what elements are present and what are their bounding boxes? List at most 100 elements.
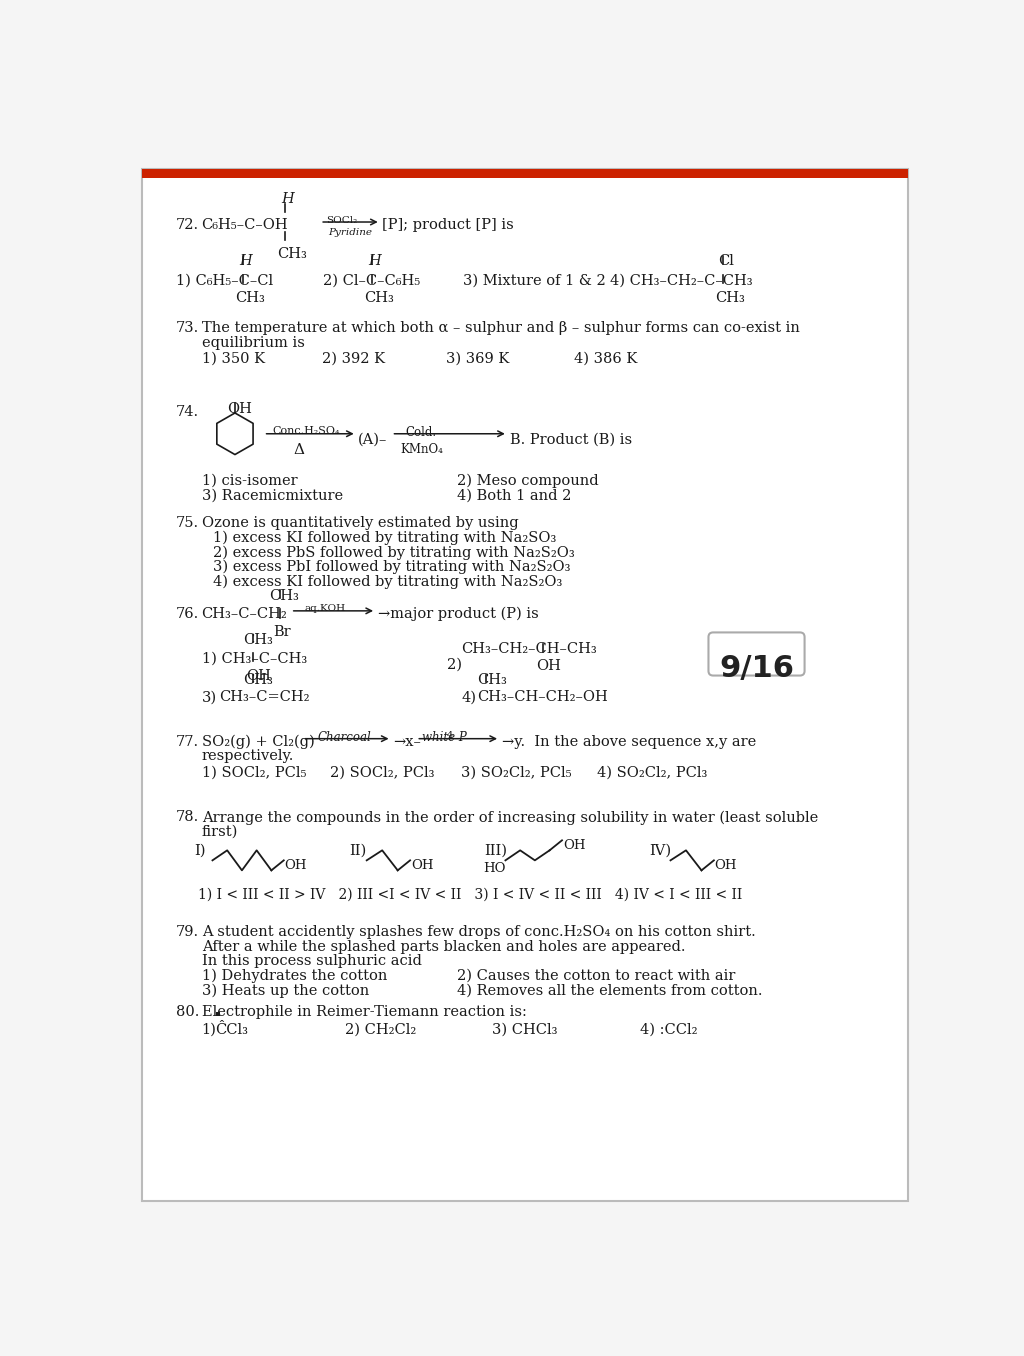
Text: II): II) <box>349 843 367 857</box>
Text: Arrange the compounds in the order of increasing solubility in water (least solu: Arrange the compounds in the order of in… <box>202 811 818 824</box>
Text: HO: HO <box>483 862 506 875</box>
Text: 4) 386 K: 4) 386 K <box>573 353 637 366</box>
Text: CH₃–C=CH₂: CH₃–C=CH₂ <box>219 690 309 704</box>
Text: equilibrium is: equilibrium is <box>202 336 304 350</box>
Text: I): I) <box>194 843 206 857</box>
Text: 2) excess PbS followed by titrating with Na₂S₂O₃: 2) excess PbS followed by titrating with… <box>213 545 575 560</box>
Text: C₆H₅–C–OH: C₆H₅–C–OH <box>202 218 288 232</box>
Text: 4) CH₃–CH₂–C–CH₃: 4) CH₃–CH₂–C–CH₃ <box>610 274 753 287</box>
Text: Ozone is quantitatively estimated by using: Ozone is quantitatively estimated by usi… <box>202 517 518 530</box>
Text: CH₃: CH₃ <box>243 673 272 687</box>
Text: →major product (P) is: →major product (P) is <box>378 607 539 621</box>
Text: 4: 4 <box>446 731 453 740</box>
Text: 2) 392 K: 2) 392 K <box>322 353 385 366</box>
Text: [P]; product [P] is: [P]; product [P] is <box>382 218 514 232</box>
Text: Δ: Δ <box>294 443 305 457</box>
Text: H: H <box>239 255 252 268</box>
Text: 4): 4) <box>461 690 476 704</box>
Text: 2) Causes the cotton to react with air: 2) Causes the cotton to react with air <box>458 970 736 983</box>
Text: first): first) <box>202 824 238 839</box>
Text: 3) excess PbI followed by titrating with Na₂S₂O₃: 3) excess PbI followed by titrating with… <box>213 560 570 575</box>
Text: Charcoal: Charcoal <box>317 731 372 744</box>
Text: 2) SOCl₂, PCl₃: 2) SOCl₂, PCl₃ <box>330 766 434 780</box>
Text: 3) Mixture of 1 & 2: 3) Mixture of 1 & 2 <box>463 274 605 287</box>
Bar <box>216 1012 220 1016</box>
Text: 1) Dehydrates the cotton: 1) Dehydrates the cotton <box>202 970 387 983</box>
Text: 80.: 80. <box>176 1005 200 1020</box>
Text: 1) 350 K: 1) 350 K <box>202 353 265 366</box>
Text: 4) :CCl₂: 4) :CCl₂ <box>640 1022 697 1037</box>
Text: 3): 3) <box>202 690 217 704</box>
Bar <box>142 170 907 178</box>
Text: Conc.H₂SO₄: Conc.H₂SO₄ <box>272 426 340 437</box>
Text: 4) excess KI followed by titrating with Na₂S₂O₃: 4) excess KI followed by titrating with … <box>213 575 562 589</box>
Text: H: H <box>282 193 294 206</box>
Text: OH: OH <box>227 403 252 416</box>
Text: After a while the splashed parts blacken and holes are appeared.: After a while the splashed parts blacken… <box>202 940 685 953</box>
Text: CH₃–C–CH₂: CH₃–C–CH₂ <box>202 607 288 621</box>
Text: 9/16: 9/16 <box>719 654 794 683</box>
Text: Cold.: Cold. <box>406 426 436 439</box>
Text: CH₃: CH₃ <box>278 247 307 262</box>
Text: 2) CH₂Cl₂: 2) CH₂Cl₂ <box>345 1022 416 1037</box>
Text: CH₃: CH₃ <box>716 290 745 305</box>
Text: respectively.: respectively. <box>202 750 294 763</box>
Text: white P: white P <box>423 731 467 744</box>
Text: 3) Racemicmixture: 3) Racemicmixture <box>202 488 343 503</box>
Text: CH₃–CH₂–CH–CH₃: CH₃–CH₂–CH–CH₃ <box>461 643 597 656</box>
Text: OH: OH <box>246 669 270 682</box>
Text: 77.: 77. <box>176 735 200 749</box>
Text: 1) CH₃–C–CH₃: 1) CH₃–C–CH₃ <box>202 652 307 666</box>
Text: 1): 1) <box>202 1022 216 1037</box>
Text: OH: OH <box>563 839 586 852</box>
Text: 1) SOCl₂, PCl₅: 1) SOCl₂, PCl₅ <box>202 766 306 780</box>
Text: SOCl₂: SOCl₂ <box>327 216 357 225</box>
Text: 76.: 76. <box>176 607 200 621</box>
Text: 2) Cl–C–C₆H₅: 2) Cl–C–C₆H₅ <box>324 274 421 287</box>
Text: Pyridine: Pyridine <box>328 228 372 237</box>
Text: KMnO₄: KMnO₄ <box>400 443 443 456</box>
Text: 78.: 78. <box>176 811 200 824</box>
Text: 4) SO₂Cl₂, PCl₃: 4) SO₂Cl₂, PCl₃ <box>597 766 708 780</box>
FancyBboxPatch shape <box>709 632 805 675</box>
Text: CH₃–CH–CH₂–OH: CH₃–CH–CH₂–OH <box>477 690 607 704</box>
Text: 1) I < III < II > IV   2) III <I < IV < II   3) I < IV < II < III   4) IV < I < : 1) I < III < II > IV 2) III <I < IV < II… <box>198 888 742 902</box>
Text: 2) Meso compound: 2) Meso compound <box>458 473 599 488</box>
Text: ĈCl₃: ĈCl₃ <box>216 1022 249 1037</box>
Text: CH₃: CH₃ <box>477 673 507 687</box>
Text: In this process sulphuric acid: In this process sulphuric acid <box>202 955 422 968</box>
Text: IV): IV) <box>649 843 671 857</box>
Text: B. Product (B) is: B. Product (B) is <box>510 433 632 446</box>
Text: Electrophile in Reimer-Tiemann reaction is:: Electrophile in Reimer-Tiemann reaction … <box>202 1005 526 1020</box>
Text: The temperature at which both α – sulphur and β – sulphur forms can co-exist in: The temperature at which both α – sulphu… <box>202 321 800 335</box>
Text: Br: Br <box>273 625 291 640</box>
Text: Cl: Cl <box>719 255 734 268</box>
Text: CH₃: CH₃ <box>269 589 299 602</box>
Text: 1) C₆H₅–C–Cl: 1) C₆H₅–C–Cl <box>176 274 273 287</box>
Text: aq.KOH: aq.KOH <box>305 603 346 613</box>
Text: OH: OH <box>411 858 433 872</box>
Text: 3) 369 K: 3) 369 K <box>445 353 509 366</box>
Text: 79.: 79. <box>176 925 200 938</box>
Text: 1) excess KI followed by titrating with Na₂SO₃: 1) excess KI followed by titrating with … <box>213 530 557 545</box>
Text: 4) Removes all the elements from cotton.: 4) Removes all the elements from cotton. <box>458 983 763 998</box>
Text: III): III) <box>484 843 508 857</box>
Text: 1) cis-isomer: 1) cis-isomer <box>202 473 297 488</box>
Text: CH₃: CH₃ <box>365 290 394 305</box>
Text: 2): 2) <box>447 658 462 671</box>
Text: OH: OH <box>715 858 737 872</box>
Text: SO₂(g) + Cl₂(g): SO₂(g) + Cl₂(g) <box>202 735 314 750</box>
Text: →x–: →x– <box>393 735 421 749</box>
Text: (A)–: (A)– <box>358 433 387 446</box>
Text: →y.  In the above sequence x,y are: →y. In the above sequence x,y are <box>502 735 756 749</box>
Text: OH: OH <box>537 659 561 674</box>
Text: 4) Both 1 and 2: 4) Both 1 and 2 <box>458 488 571 503</box>
Text: 73.: 73. <box>176 321 200 335</box>
Text: OH: OH <box>285 858 307 872</box>
Text: 3) Heats up the cotton: 3) Heats up the cotton <box>202 983 369 998</box>
Text: H: H <box>369 255 381 268</box>
Text: 72.: 72. <box>176 218 200 232</box>
Text: A student accidently splashes few drops of conc.H₂SO₄ on his cotton shirt.: A student accidently splashes few drops … <box>202 925 756 938</box>
Text: 74.: 74. <box>176 404 200 419</box>
Text: 3) CHCl₃: 3) CHCl₃ <box>493 1022 558 1037</box>
